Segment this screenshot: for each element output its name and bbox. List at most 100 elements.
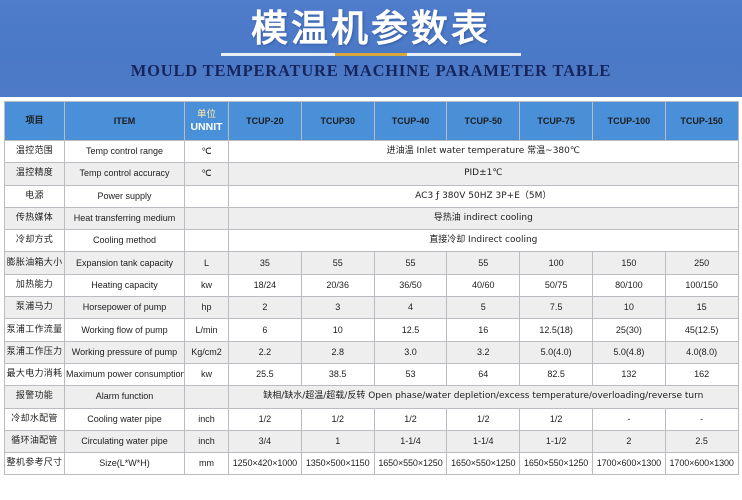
row-merged-value: 直接冷却 Indirect cooling bbox=[228, 229, 739, 253]
row-label-en: Horsepower of pump bbox=[64, 296, 185, 320]
row-unit: ℃ bbox=[184, 162, 229, 186]
header-model-5: TCUP-100 bbox=[591, 101, 666, 141]
row-value: 1650×550×1250 bbox=[446, 452, 521, 476]
header-unit-cn: 单位 bbox=[196, 109, 216, 120]
header-model-2: TCUP-40 bbox=[373, 101, 448, 141]
row-value: 1250×420×1000 bbox=[228, 452, 302, 476]
row-value: 10 bbox=[300, 318, 375, 342]
row-label-en: Heat transferring medium bbox=[64, 206, 185, 231]
row-label-en: Size(L*W*H) bbox=[64, 452, 185, 476]
row-label-cn: 整机参考尺寸 bbox=[4, 452, 65, 476]
row-value: 1/2 bbox=[228, 407, 302, 431]
row-value: 150 bbox=[591, 251, 666, 275]
row-value: 53 bbox=[373, 362, 448, 387]
row-label-cn: 泵浦工作压力 bbox=[4, 340, 65, 364]
row-value: 132 bbox=[591, 362, 666, 387]
row-value: 38.5 bbox=[300, 362, 375, 387]
row-value: 100 bbox=[519, 251, 593, 275]
row-unit bbox=[184, 206, 229, 231]
table-row: 温控范围 Temp control range ℃ 进油温 Inlet water t… bbox=[4, 139, 739, 164]
row-label-en: Heating capacity bbox=[64, 273, 185, 298]
row-value: 5.0(4.0) bbox=[519, 340, 593, 364]
row-value: 162 bbox=[664, 362, 739, 387]
row-value: 1/2 bbox=[519, 407, 593, 431]
row-value: 2 bbox=[228, 296, 302, 320]
header-model-4: TCUP-75 bbox=[519, 101, 593, 141]
row-unit: L bbox=[184, 251, 229, 275]
row-value: 12.5 bbox=[373, 318, 448, 342]
row-merged-value: 进油温 Inlet water temperature 常温~380℃ bbox=[228, 139, 739, 164]
row-value: 250 bbox=[664, 251, 739, 275]
row-value: 15 bbox=[664, 296, 739, 320]
row-label-cn: 膨胀油箱大小 bbox=[4, 251, 65, 275]
table-row: 电源 Power supply AC3 ƒ 380V 50HZ 3P+E（5M） bbox=[4, 184, 739, 208]
row-value: - bbox=[664, 407, 739, 431]
row-label-cn: 传热媒体 bbox=[4, 206, 65, 231]
page-subtitle: MOULD TEMPERATURE MACHINE PARAMETER TABL… bbox=[130, 61, 612, 80]
row-merged-value: 导热油 indirect cooling bbox=[228, 206, 739, 231]
header-unit-en: UNNIT bbox=[190, 121, 223, 133]
row-label-en: Temp control range bbox=[64, 139, 185, 164]
row-unit bbox=[184, 184, 229, 208]
row-value: 20/36 bbox=[300, 273, 375, 298]
row-label-en: Power supply bbox=[64, 184, 185, 208]
row-merged-value: PID±1℃ bbox=[228, 162, 739, 186]
row-value: 45(12.5) bbox=[664, 318, 739, 342]
row-label-cn: 泵浦工作流量 bbox=[4, 318, 65, 342]
header-item-cn: 项目 bbox=[4, 101, 65, 141]
row-label-cn: 冷却水配管 bbox=[4, 407, 65, 431]
row-value: 10 bbox=[591, 296, 666, 320]
row-unit: kw bbox=[184, 273, 229, 298]
table-row: 冷却水配管 Cooling water pipe inch 1/2 1/2 1/2 1/2 1… bbox=[4, 407, 739, 431]
row-value: 35 bbox=[228, 251, 302, 275]
row-label-cn: 电源 bbox=[4, 184, 65, 208]
row-unit: hp bbox=[184, 296, 229, 320]
table-row: 温控精度 Temp control accuracy ℃ PID±1℃ bbox=[4, 162, 739, 186]
row-unit: inch bbox=[184, 407, 229, 431]
table-row: 传热媒体 Heat transferring medium 导热油 indirect… bbox=[4, 206, 739, 231]
row-value: 1-1/4 bbox=[446, 429, 521, 454]
table-row: 循环油配管 Circulating water pipe inch 3/4 1 1-1/4… bbox=[4, 429, 739, 454]
row-value: 1-1/4 bbox=[373, 429, 448, 454]
row-value: 36/50 bbox=[373, 273, 448, 298]
row-label-cn: 最大电力消耗 bbox=[4, 362, 65, 387]
header-model-1: TCUP30 bbox=[300, 101, 375, 141]
row-value: 18/24 bbox=[228, 273, 302, 298]
row-value: 3/4 bbox=[228, 429, 302, 454]
header-row: 项目 ITEM 单位 UNNIT TCUP-20 TCUP30 TCUP-40 … bbox=[4, 101, 739, 141]
row-label-en: Circulating water pipe bbox=[64, 429, 185, 454]
row-value: 5 bbox=[446, 296, 521, 320]
row-label-en: Temp control accuracy bbox=[64, 162, 185, 186]
table-row: 泵浦工作压力 Working pressure of pump Kg/cm2 2.2 2… bbox=[4, 340, 739, 364]
row-label-cn: 温控范围 bbox=[4, 139, 65, 164]
row-label-en: Cooling water pipe bbox=[64, 407, 185, 431]
row-label-en: Working pressure of pump bbox=[64, 340, 185, 364]
header-item-en: ITEM bbox=[64, 101, 185, 141]
table-row: 报警功能 Alarm function 缺相/缺水/超温/超载/反转 Open ph… bbox=[4, 385, 739, 409]
row-value: 16 bbox=[446, 318, 521, 342]
page-banner: 模温机参数表 MOULD TEMPERATURE MACHINE PARAMET… bbox=[0, 0, 742, 97]
row-label-cn: 泵浦马力 bbox=[4, 296, 65, 320]
row-unit: inch bbox=[184, 429, 229, 454]
row-value: 55 bbox=[373, 251, 448, 275]
row-unit: mm bbox=[184, 452, 229, 476]
row-label-en: Alarm function bbox=[64, 385, 185, 409]
row-value: 1700×600×1300 bbox=[664, 452, 739, 476]
spec-table-container: 项目 ITEM 单位 UNNIT TCUP-20 TCUP30 TCUP-40 … bbox=[0, 97, 742, 476]
row-value: 40/60 bbox=[446, 273, 521, 298]
row-value: 55 bbox=[300, 251, 375, 275]
table-header: 项目 ITEM 单位 UNNIT TCUP-20 TCUP30 TCUP-40 … bbox=[4, 101, 739, 141]
row-value: 1700×600×1300 bbox=[591, 452, 666, 476]
table-row: 整机参考尺寸 Size(L*W*H) mm 1250×420×1000 1350×500… bbox=[4, 452, 739, 476]
row-value: 100/150 bbox=[664, 273, 739, 298]
row-value: 6 bbox=[228, 318, 302, 342]
row-unit: kw bbox=[184, 362, 229, 387]
row-value: 2.2 bbox=[228, 340, 302, 364]
row-value: 1/2 bbox=[446, 407, 521, 431]
row-value: 50/75 bbox=[519, 273, 593, 298]
row-unit: Kg/cm2 bbox=[184, 340, 229, 364]
row-label-cn: 加热能力 bbox=[4, 273, 65, 298]
header-unit: 单位 UNNIT bbox=[184, 101, 229, 141]
row-label-en: Cooling method bbox=[64, 229, 185, 253]
